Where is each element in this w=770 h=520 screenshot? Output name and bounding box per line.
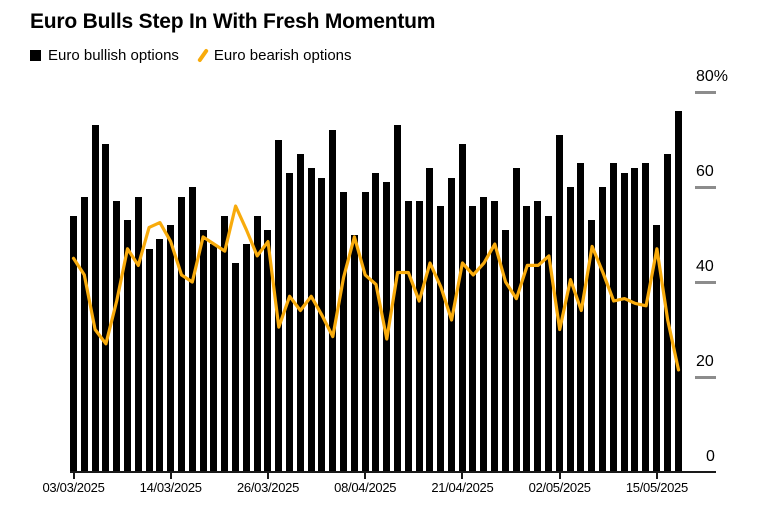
x-axis-tick xyxy=(267,473,269,479)
bar xyxy=(80,196,88,472)
bar xyxy=(588,220,596,472)
bar xyxy=(642,163,650,472)
bar xyxy=(480,196,488,472)
bar xyxy=(221,215,229,472)
x-axis-date-label: 21/04/2025 xyxy=(431,480,494,495)
x-axis-date-label: 15/05/2025 xyxy=(625,480,688,495)
x-axis-tick xyxy=(461,473,464,479)
bar-series xyxy=(70,92,682,472)
bar xyxy=(275,139,283,472)
x-axis-date-label: 26/03/2025 xyxy=(236,480,300,495)
bar xyxy=(156,239,164,472)
y-axis-tick-dash xyxy=(695,281,716,284)
bar xyxy=(199,229,207,472)
bar xyxy=(566,187,574,472)
bar xyxy=(231,263,239,472)
x-axis-date-label: 03/03/2025 xyxy=(42,480,105,495)
bar xyxy=(134,196,142,472)
bar xyxy=(426,168,434,472)
bar xyxy=(577,163,585,472)
y-axis-label: 20 xyxy=(696,353,714,370)
bar xyxy=(372,172,380,472)
x-axis-tick xyxy=(72,473,75,479)
bar xyxy=(501,229,509,472)
bar xyxy=(339,191,347,472)
bar xyxy=(102,144,110,472)
bar xyxy=(242,244,250,472)
y-axis-label: 40 xyxy=(696,258,714,275)
bar xyxy=(415,201,423,472)
x-axis-tick xyxy=(655,473,658,479)
bullish-series-swatch-icon xyxy=(30,50,41,61)
bar xyxy=(285,172,293,472)
bar xyxy=(210,244,218,472)
legend-label-bearish: Euro bearish options xyxy=(213,47,352,64)
x-axis-date-label: 14/03/2025 xyxy=(139,480,202,495)
bar xyxy=(609,163,617,472)
bar xyxy=(350,234,358,472)
bar xyxy=(145,248,153,472)
bar xyxy=(318,177,326,472)
bar xyxy=(512,168,520,472)
bearish-series-slash-icon xyxy=(196,48,209,63)
y-axis-tick-dash xyxy=(695,186,716,189)
x-axis-date-label: 02/05/2025 xyxy=(528,480,591,495)
y-axis-label: 60 xyxy=(696,163,714,180)
bar xyxy=(177,196,185,472)
x-axis-line xyxy=(70,471,716,473)
bar xyxy=(307,168,315,472)
bar xyxy=(674,111,682,472)
bar xyxy=(631,168,639,472)
bar xyxy=(469,206,477,472)
bar xyxy=(91,125,99,472)
bar xyxy=(188,187,196,472)
y-axis-tick-dash xyxy=(695,376,716,379)
bar xyxy=(264,229,272,472)
bar xyxy=(545,215,553,472)
y-axis-tick-dash xyxy=(695,91,716,94)
bar xyxy=(555,134,563,472)
bar xyxy=(534,201,542,472)
bar xyxy=(113,201,121,472)
x-axis-tick xyxy=(169,473,172,479)
bar xyxy=(523,206,531,472)
bar xyxy=(599,187,607,472)
bar xyxy=(361,191,369,472)
legend-label-bullish: Euro bullish options xyxy=(48,47,179,64)
chart-title: Euro Bulls Step In With Fresh Momentum xyxy=(30,10,436,33)
y-axis-label: 80% xyxy=(696,68,729,85)
bar xyxy=(296,153,304,472)
legend: Euro bullish options Euro bearish option… xyxy=(30,47,352,64)
bar xyxy=(70,215,77,472)
bar xyxy=(653,225,661,472)
bar xyxy=(167,225,175,472)
bar xyxy=(393,125,401,472)
bar xyxy=(253,215,261,472)
bar xyxy=(620,172,628,472)
x-axis-tick xyxy=(364,473,367,479)
bar xyxy=(383,182,391,472)
bearish-line-path xyxy=(71,204,681,372)
x-axis-date-label: 08/04/2025 xyxy=(334,480,397,495)
bar xyxy=(491,201,499,472)
bar xyxy=(447,177,455,472)
bar xyxy=(123,220,131,472)
y-axis-label: 0 xyxy=(706,448,715,465)
line-series xyxy=(71,204,681,372)
bar xyxy=(458,144,466,472)
plot-area xyxy=(70,92,682,472)
bar xyxy=(437,206,445,472)
x-axis-tick xyxy=(558,473,561,479)
bar xyxy=(404,201,412,472)
bar xyxy=(329,130,337,472)
